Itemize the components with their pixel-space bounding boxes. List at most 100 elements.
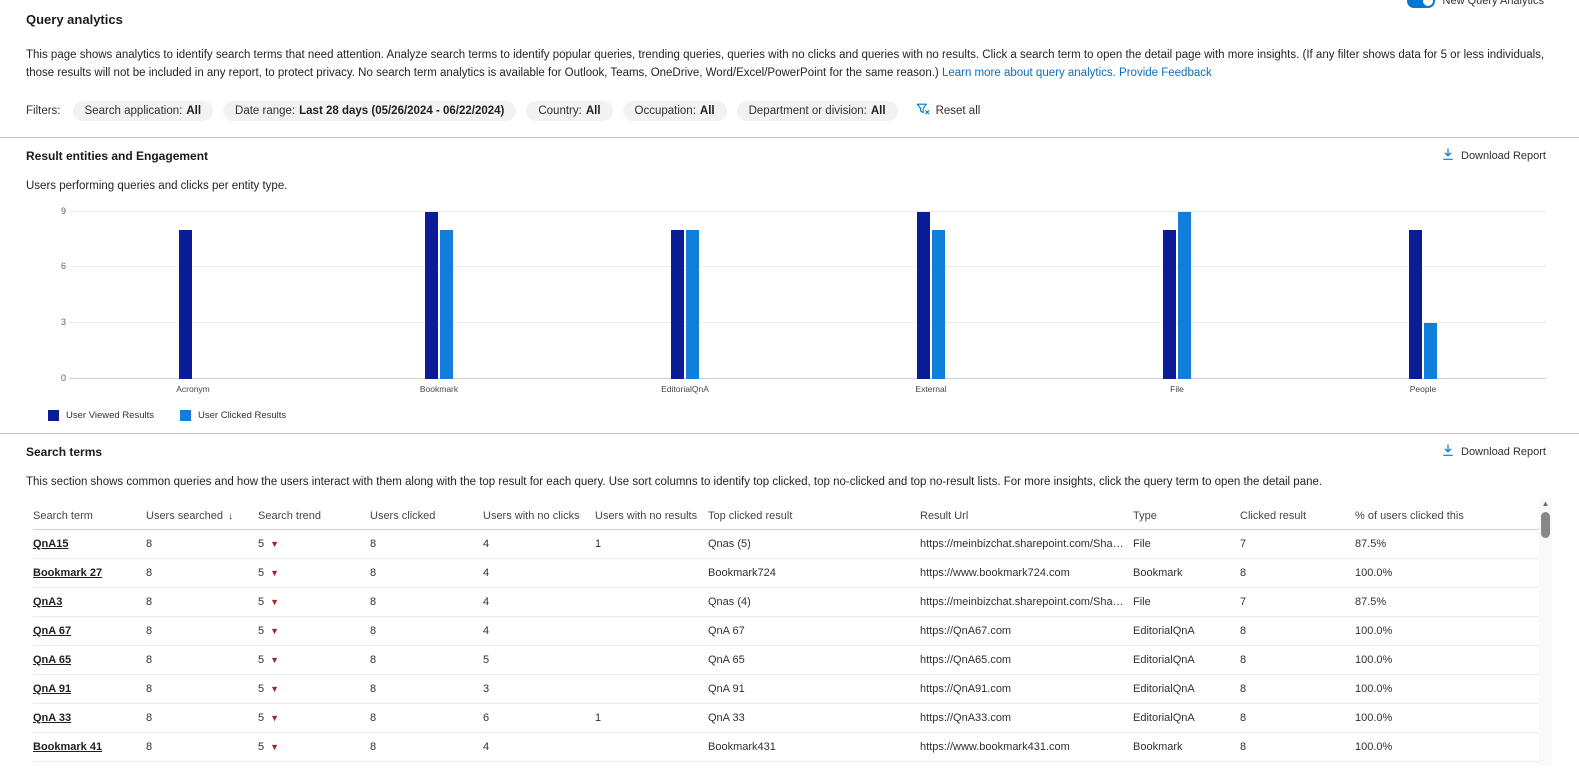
bar-group-editorialqna — [562, 212, 808, 379]
filters-label: Filters: — [26, 104, 61, 117]
legend-item-user-clicked-results[interactable]: User Clicked Results — [180, 409, 286, 421]
search-trend-cell: 5 ▼ — [258, 683, 370, 695]
column-header-search-term[interactable]: Search term — [33, 510, 146, 522]
column-header-of-users-clicked-this[interactable]: % of users clicked this — [1355, 510, 1505, 522]
filter-pill-search-application[interactable]: Search application: All — [72, 100, 214, 121]
y-axis-tick-label: 0 — [60, 372, 66, 383]
legend-label: User Viewed Results — [66, 409, 155, 421]
users-clicked-cell: 8 — [370, 566, 377, 579]
search-term-link[interactable]: QnA3 — [33, 595, 63, 608]
clicked-result-cell: 8 — [1240, 740, 1247, 753]
search-term-link[interactable]: QnA 67 — [33, 624, 72, 637]
search-trend-cell: 5 ▼ — [258, 625, 370, 637]
chart-plot-area: 9 6 3 0 — [61, 206, 1546, 383]
scroll-up-icon[interactable]: ▲ — [1541, 499, 1550, 508]
column-header-label: Clicked result — [1240, 510, 1307, 523]
column-header-users-with-no-results[interactable]: Users with no results — [595, 510, 708, 522]
column-header-clicked-result[interactable]: Clicked result — [1240, 510, 1355, 522]
scrollbar-thumb[interactable] — [1541, 512, 1550, 538]
y-axis-tick-label: 9 — [60, 205, 66, 216]
filter-pill-value: All — [870, 104, 886, 117]
column-header-result-url[interactable]: Result Url — [920, 510, 1133, 522]
table-scrollbar[interactable]: ▲ — [1539, 497, 1552, 766]
pct-users-clicked-cell: 100.0% — [1355, 711, 1393, 724]
page-description: This page shows analytics to identify se… — [26, 47, 1546, 83]
table-row-qna15: QnA15 8 5 ▼ 8 4 1 Qnas (5) https://meinbizchat.s… — [33, 530, 1546, 559]
type-cell: Bookmark — [1133, 740, 1183, 753]
users-searched-cell: 8 — [146, 740, 153, 753]
trend-down-icon: ▼ — [270, 712, 280, 723]
new-query-analytics-toggle[interactable] — [1406, 0, 1435, 8]
bar-user-clicked-results-bookmark — [440, 230, 453, 379]
bar-user-clicked-results-people — [1424, 322, 1437, 379]
column-header-users-with-no-clicks[interactable]: Users with no clicks — [483, 510, 595, 522]
search-term-link[interactable]: QnA 33 — [33, 711, 72, 724]
search-term-link[interactable]: Bookmark 41 — [33, 740, 103, 753]
column-header-label: Result Url — [920, 510, 969, 523]
bar-chart: 9 6 3 0 Acronym Bookmark EditorialQnA External… — [44, 206, 1546, 421]
toggle-label: New Query Analytics — [1442, 0, 1544, 7]
search-term-link[interactable]: QnA 65 — [33, 653, 72, 666]
chart-download-report-button[interactable]: Download Report — [1442, 148, 1546, 164]
clicked-result-cell: 7 — [1240, 595, 1247, 608]
category-label-people: People — [1409, 383, 1437, 394]
filter-pill-country[interactable]: Country: All — [526, 100, 613, 121]
column-header-top-clicked-result[interactable]: Top clicked result — [708, 510, 920, 522]
bar-user-clicked-results-editorialqna — [686, 230, 699, 379]
reset-all-button[interactable]: Reset all — [916, 103, 980, 119]
bar-user-viewed-results-bookmark — [425, 211, 438, 379]
result-entities-section: Result entities and Engagement Download … — [0, 138, 1579, 421]
filter-pill-department-or-division[interactable]: Department or division: All — [736, 100, 898, 121]
users-searched-cell: 8 — [146, 624, 153, 637]
filter-pill-label: Department or division: — [748, 104, 867, 117]
users-searched-cell: 8 — [146, 653, 153, 666]
table-row-qna-91: QnA 91 8 5 ▼ 8 3 QnA 91 https://QnA91.com Editor… — [33, 675, 1546, 704]
filter-pill-value: All — [585, 104, 601, 117]
column-header-users-searched[interactable]: Users searched ↓ — [146, 510, 258, 522]
users-no-clicks-cell: 3 — [483, 682, 490, 695]
learn-more-link[interactable]: Learn more about query analytics. — [941, 66, 1116, 79]
category-label-editorialqna: EditorialQnA — [661, 383, 709, 394]
users-no-clicks-cell: 4 — [483, 566, 490, 579]
search-trend-cell: 5 ▼ — [258, 712, 370, 724]
top-clicked-result-cell: Bookmark724 — [708, 566, 776, 579]
search-term-link[interactable]: Bookmark 27 — [33, 566, 103, 579]
users-searched-cell: 8 — [146, 682, 153, 695]
filter-pill-date-range[interactable]: Date range: Last 28 days (05/26/2024 - 06… — [223, 100, 517, 121]
result-url-cell: https://meinbizchat.sharepoint.com/Share… — [920, 595, 1133, 608]
trend-down-icon: ▼ — [270, 741, 280, 752]
provide-feedback-link[interactable]: Provide Feedback — [1119, 66, 1212, 79]
legend-item-user-viewed-results[interactable]: User Viewed Results — [48, 409, 155, 421]
top-clicked-result-cell: QnA 91 — [708, 682, 745, 695]
result-url-cell: https://www.bookmark431.com — [920, 740, 1070, 753]
search-term-cell: QnA 33 — [33, 712, 146, 724]
top-clicked-result-cell: Qnas (4) — [708, 595, 751, 608]
clicked-result-cell: 8 — [1240, 653, 1247, 666]
page-title: Query analytics — [26, 12, 123, 27]
filters-bar: Filters: Search application: All Date rang… — [26, 100, 1546, 121]
clicked-result-cell: 8 — [1240, 711, 1247, 724]
filter-pill-occupation[interactable]: Occupation: All — [622, 100, 727, 121]
sort-descending-icon: ↓ — [228, 510, 234, 522]
users-searched-cell: 8 — [146, 711, 153, 724]
chart-legend: User Viewed Results User Clicked Results — [48, 409, 1546, 421]
top-clicked-result-cell: QnA 33 — [708, 711, 745, 724]
table-download-report-button[interactable]: Download Report — [1442, 444, 1546, 460]
gridline-9: 9 — [61, 206, 1546, 216]
column-header-search-trend[interactable]: Search trend — [258, 510, 370, 522]
filter-pill-value: All — [186, 104, 202, 117]
search-term-cell: Bookmark 41 — [33, 741, 146, 753]
search-term-link[interactable]: QnA15 — [33, 537, 69, 550]
column-header-type[interactable]: Type — [1133, 510, 1240, 522]
search-term-link[interactable]: QnA 91 — [33, 682, 72, 695]
toggle-knob-icon — [1422, 0, 1433, 6]
type-cell: EditorialQnA — [1133, 682, 1195, 695]
search-terms-section: Search terms Download Report This sectio… — [0, 434, 1579, 762]
column-header-users-clicked[interactable]: Users clicked — [370, 510, 483, 522]
gridline-6: 6 — [61, 261, 1546, 271]
column-header-label: % of users clicked this — [1355, 510, 1464, 523]
type-cell: EditorialQnA — [1133, 624, 1195, 637]
y-axis-tick-label: 3 — [60, 316, 66, 327]
bar-user-viewed-results-acronym — [179, 230, 192, 379]
